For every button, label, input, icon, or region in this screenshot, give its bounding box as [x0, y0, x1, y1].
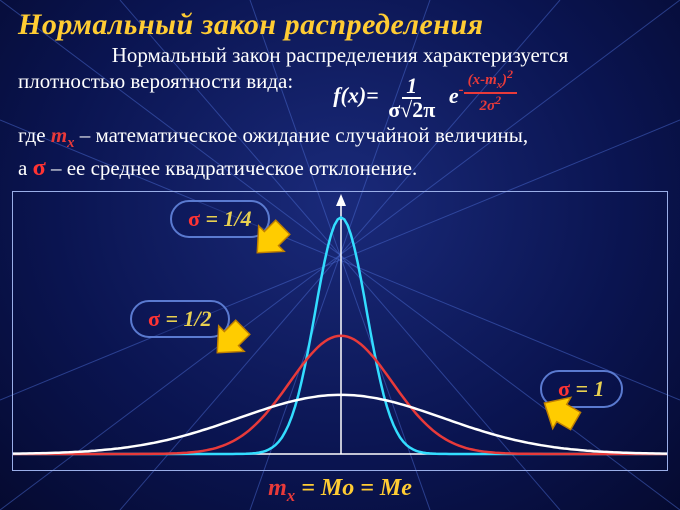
page-title: Нормальный закон распределения: [18, 8, 662, 42]
exponent: - (x-mx)2 2σ2: [459, 68, 517, 114]
sigma-symbol: σ: [388, 97, 400, 122]
arrow-icon: [245, 215, 295, 265]
intro-line-2: плотностью вероятности вида:: [18, 68, 293, 94]
e-symbol: e: [449, 83, 459, 108]
mx-symbol: mx: [51, 123, 75, 147]
footer-equation: mx = Mo = Me: [0, 475, 680, 506]
frac-num: 1: [402, 75, 421, 99]
fx-label: f(x)=: [333, 83, 379, 108]
intro-line-1: Нормальный закон распределения характери…: [18, 42, 662, 68]
arrow-icon: [535, 387, 585, 437]
mx-footer: mx: [268, 475, 295, 501]
sigma-symbol-desc: σ: [33, 154, 46, 181]
frac-den: σ√2π: [384, 99, 439, 121]
description: где mx – математическое ожидание случайн…: [18, 122, 662, 183]
density-formula: f(x)= 1 σ√2π e - (x-mx)2 2σ2: [333, 68, 517, 120]
arrow-icon: [205, 315, 255, 365]
